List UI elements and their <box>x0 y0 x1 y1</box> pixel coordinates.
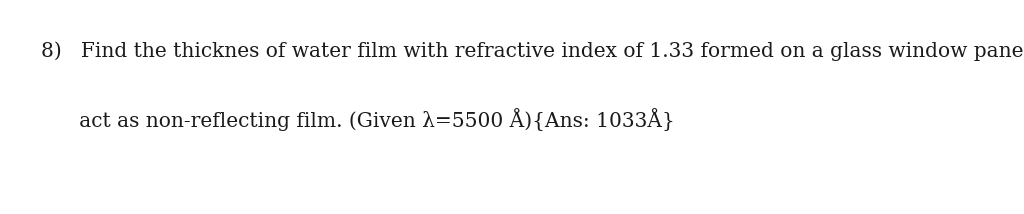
Text: 8)   Find the thicknes of water film with refractive index of 1.33 formed on a g: 8) Find the thicknes of water film with … <box>41 42 1024 61</box>
Text: act as non-reflecting film. (Given λ=5500 Å){Ans: 1033Å}: act as non-reflecting film. (Given λ=550… <box>41 108 675 131</box>
